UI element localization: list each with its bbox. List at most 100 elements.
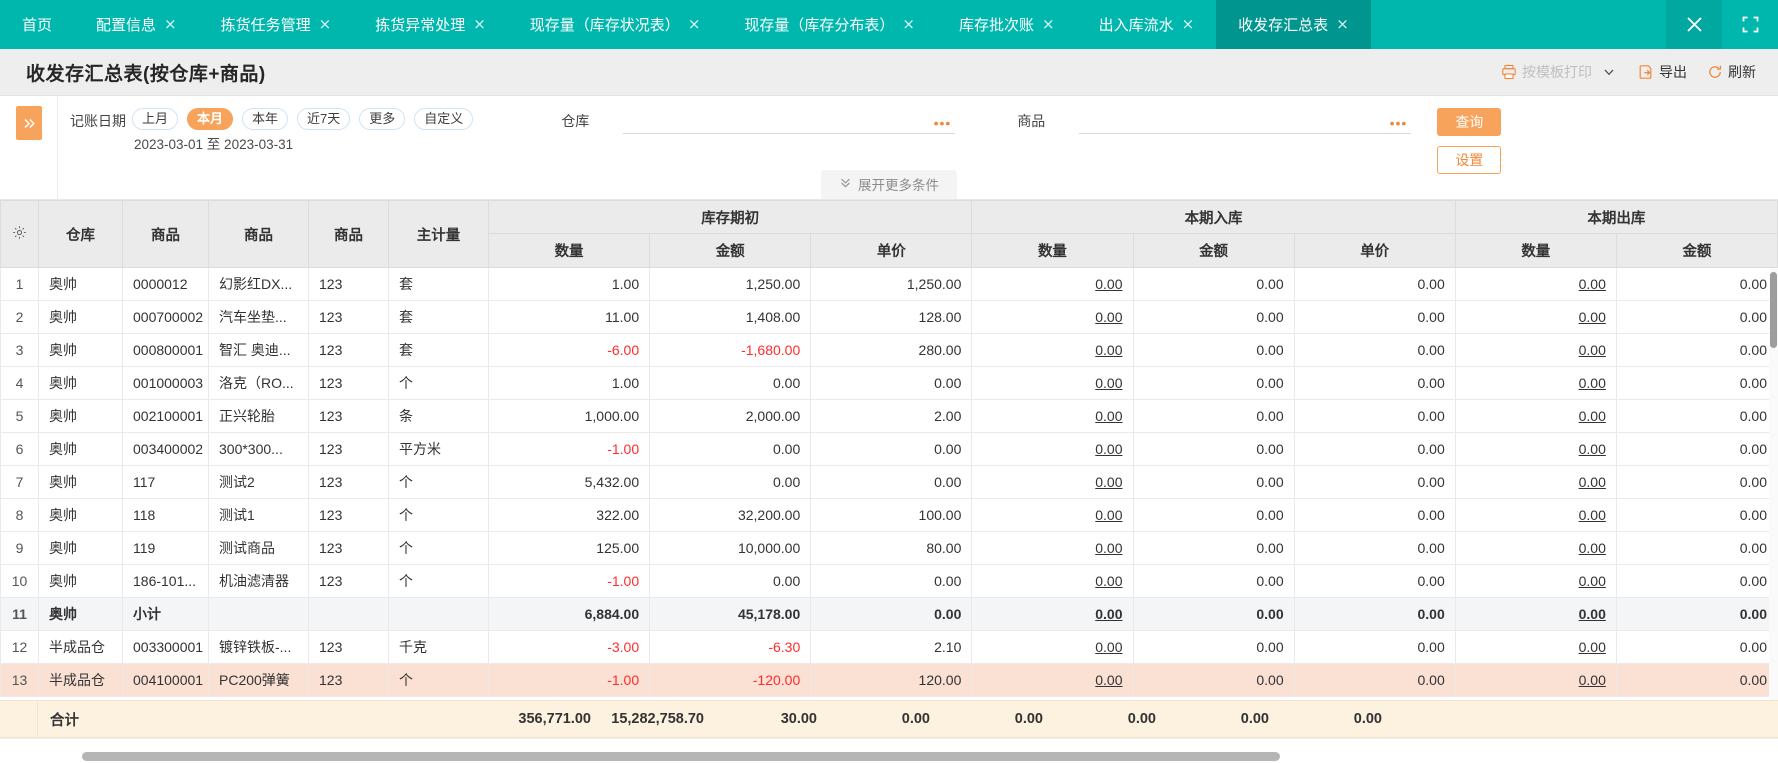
tab-1[interactable]: 配置信息 ×: [74, 0, 199, 49]
cell-in-qty-link[interactable]: 0.00: [1095, 276, 1123, 292]
cell-in-qty-link[interactable]: 0.00: [1095, 573, 1123, 589]
table-row[interactable]: 10 奥帅 186-101... 机油滤清器 123 个 -1.00 0.00 0.00 0.00…: [0, 564, 1778, 598]
cell-out-qty[interactable]: 0.00: [1454, 432, 1617, 466]
col-header-out-qty[interactable]: 数量: [1454, 233, 1617, 268]
col-header-opening-qty[interactable]: 数量: [487, 233, 651, 268]
cell-in-qty-link[interactable]: 0.00: [1095, 606, 1123, 622]
cell-out-qty-link[interactable]: 0.00: [1578, 474, 1606, 490]
cell-out-qty[interactable]: 0.00: [1454, 366, 1617, 400]
expand-more-conditions-button[interactable]: 展开更多条件: [821, 170, 957, 199]
tab-7[interactable]: 出入库流水 ×: [1077, 0, 1217, 49]
cell-in-qty-link[interactable]: 0.00: [1095, 375, 1123, 391]
vertical-scrollbar-track[interactable]: [1769, 268, 1778, 700]
cell-out-qty-link[interactable]: 0.00: [1578, 309, 1606, 325]
cell-out-qty[interactable]: 0.00: [1454, 465, 1617, 499]
cell-out-qty-link[interactable]: 0.00: [1578, 441, 1606, 457]
tab-close-icon[interactable]: ×: [1042, 15, 1055, 33]
cell-out-qty-link[interactable]: 0.00: [1578, 606, 1606, 622]
table-row[interactable]: 5 奥帅 002100001 正兴轮胎 123 条 1,000.00 2,000.00 2.00…: [0, 399, 1778, 433]
cell-in-qty[interactable]: 0.00: [971, 333, 1134, 367]
table-row[interactable]: 2 奥帅 000700002 汽车坐垫... 123 套 11.00 1,408.00 128.…: [0, 300, 1778, 334]
tab-close-icon[interactable]: ×: [902, 15, 915, 33]
col-header-in-qty[interactable]: 数量: [971, 233, 1134, 268]
cell-out-qty[interactable]: 0.00: [1454, 333, 1617, 367]
tab-6[interactable]: 库存批次账 ×: [937, 0, 1077, 49]
horizontal-scrollbar-thumb[interactable]: [82, 752, 1280, 761]
refresh-button[interactable]: 刷新: [1707, 62, 1756, 82]
cell-out-qty-link[interactable]: 0.00: [1578, 408, 1606, 424]
close-icon[interactable]: [1666, 0, 1722, 49]
cell-out-qty-link[interactable]: 0.00: [1578, 342, 1606, 358]
cell-in-qty-link[interactable]: 0.00: [1095, 639, 1123, 655]
cell-in-qty-link[interactable]: 0.00: [1095, 507, 1123, 523]
cell-in-qty[interactable]: 0.00: [971, 564, 1134, 598]
print-template-button[interactable]: 按模板打印: [1501, 62, 1592, 82]
cell-out-qty-link[interactable]: 0.00: [1578, 507, 1606, 523]
col-header-warehouse[interactable]: 仓库: [38, 200, 123, 268]
table-row[interactable]: 6 奥帅 003400002 300*300... 123 平方米 -1.00 0.00 0.0…: [0, 432, 1778, 466]
cell-in-qty-link[interactable]: 0.00: [1095, 474, 1123, 490]
table-row[interactable]: 3 奥帅 000800001 智汇 奥迪... 123 套 -6.00 -1,680.00 28…: [0, 333, 1778, 367]
col-header-unit[interactable]: 主计量: [388, 200, 489, 268]
cell-in-qty[interactable]: 0.00: [971, 432, 1134, 466]
cell-in-qty-link[interactable]: 0.00: [1095, 309, 1123, 325]
tab-2[interactable]: 拣货任务管理 ×: [199, 0, 354, 49]
col-header-in-amt[interactable]: 金额: [1132, 233, 1295, 268]
cell-out-qty-link[interactable]: 0.00: [1578, 672, 1606, 688]
tab-close-icon[interactable]: ×: [687, 15, 701, 33]
cell-out-qty[interactable]: 0.00: [1454, 630, 1617, 664]
cell-in-qty[interactable]: 0.00: [971, 465, 1134, 499]
table-row[interactable]: 7 奥帅 117 测试2 123 个 5,432.00 0.00 0.00 0.00 0.00 0.0…: [0, 465, 1778, 499]
cell-in-qty[interactable]: 0.00: [971, 531, 1134, 565]
cell-out-qty[interactable]: 0.00: [1454, 267, 1617, 301]
cell-out-qty[interactable]: 0.00: [1454, 564, 1617, 598]
cell-out-qty[interactable]: 0.00: [1454, 300, 1617, 334]
cell-in-qty[interactable]: 0.00: [971, 267, 1134, 301]
col-header-product-name[interactable]: 商品: [208, 200, 309, 268]
cell-out-qty-link[interactable]: 0.00: [1578, 639, 1606, 655]
table-row[interactable]: 9 奥帅 119 测试商品 123 个 125.00 10,000.00 80.00 0.00 0.…: [0, 531, 1778, 565]
cell-in-qty-link[interactable]: 0.00: [1095, 672, 1123, 688]
table-row[interactable]: 12 半成品仓 003300001 镀锌铁板-... 123 千克 -3.00 -6.30 2.…: [0, 630, 1778, 664]
cell-out-qty[interactable]: 0.00: [1454, 399, 1617, 433]
cell-out-qty-link[interactable]: 0.00: [1578, 540, 1606, 556]
tab-close-icon[interactable]: ×: [1336, 15, 1349, 33]
settings-button[interactable]: 设置: [1437, 146, 1502, 174]
col-header-opening-amt[interactable]: 金额: [649, 233, 812, 268]
fullscreen-icon[interactable]: [1722, 0, 1778, 49]
table-row[interactable]: 1 奥帅 0000012 幻影红DX... 123 套 1.00 1,250.00 1,250.…: [0, 267, 1778, 301]
col-header-out-amt[interactable]: 金额: [1615, 233, 1778, 268]
export-button[interactable]: 导出: [1638, 62, 1687, 82]
chevron-down-icon[interactable]: [1600, 65, 1618, 79]
cell-in-qty[interactable]: 0.00: [971, 630, 1134, 664]
cell-out-qty[interactable]: 0.00: [1454, 663, 1617, 697]
cell-in-qty-link[interactable]: 0.00: [1095, 408, 1123, 424]
cell-out-qty[interactable]: 0.00: [1454, 597, 1617, 631]
date-chip-4[interactable]: 更多: [359, 108, 406, 130]
cell-in-qty-link[interactable]: 0.00: [1095, 441, 1123, 457]
cell-in-qty[interactable]: 0.00: [971, 663, 1134, 697]
col-header-product-code[interactable]: 商品: [122, 200, 209, 268]
table-row[interactable]: 8 奥帅 118 测试1 123 个 322.00 32,200.00 100.00 0.00 0.…: [0, 498, 1778, 532]
double-chevron-right-icon[interactable]: [16, 106, 42, 140]
tab-close-icon[interactable]: ×: [164, 15, 177, 33]
date-chip-1[interactable]: 本月: [187, 108, 234, 130]
tab-close-icon[interactable]: ×: [473, 15, 486, 33]
warehouse-ellipsis-icon[interactable]: •••: [933, 115, 952, 131]
cell-out-qty-link[interactable]: 0.00: [1578, 276, 1606, 292]
tab-3[interactable]: 拣货异常处理 ×: [353, 0, 508, 49]
cell-out-qty-link[interactable]: 0.00: [1578, 573, 1606, 589]
date-chip-0[interactable]: 上月: [132, 108, 179, 130]
table-row[interactable]: 11 奥帅 小计 6,884.00 45,178.00 0.00 0.00 0.00 0.00 0…: [0, 597, 1778, 631]
cell-in-qty[interactable]: 0.00: [971, 399, 1134, 433]
gear-icon[interactable]: [0, 200, 39, 268]
vertical-scrollbar-thumb[interactable]: [1770, 272, 1777, 348]
tab-8[interactable]: 收发存汇总表 ×: [1216, 0, 1371, 49]
date-chip-3[interactable]: 近7天: [297, 108, 351, 130]
col-header-opening-price[interactable]: 单价: [810, 233, 973, 268]
tab-5[interactable]: 现存量（库存分布表） ×: [722, 0, 937, 49]
tab-0[interactable]: 首页: [0, 0, 74, 49]
product-ellipsis-icon[interactable]: •••: [1389, 115, 1408, 131]
cell-in-qty[interactable]: 0.00: [971, 498, 1134, 532]
cell-out-qty[interactable]: 0.00: [1454, 498, 1617, 532]
